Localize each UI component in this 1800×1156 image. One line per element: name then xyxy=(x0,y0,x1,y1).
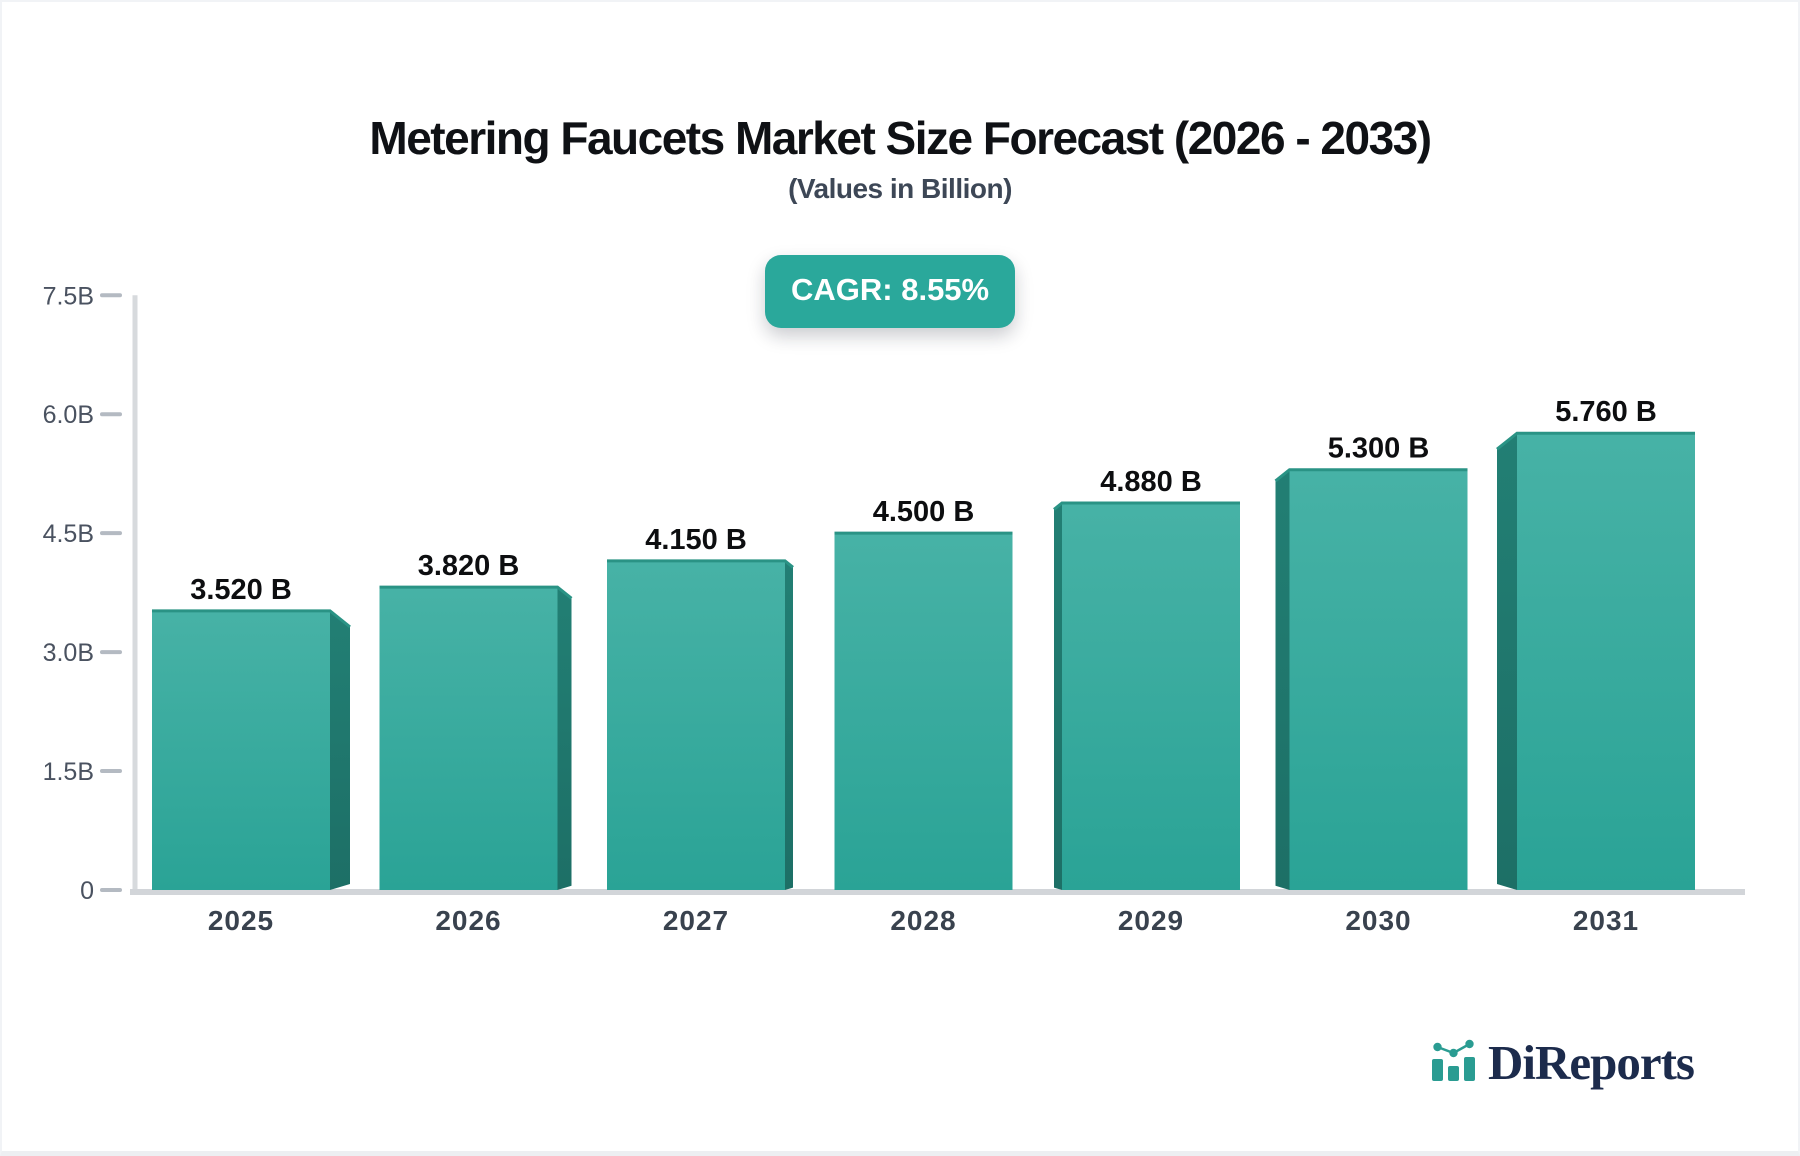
x-axis-label: 2031 xyxy=(1573,905,1639,936)
bar-2028[interactable]: 4.500 B xyxy=(834,496,1013,890)
bar-2027[interactable]: 4.150 B xyxy=(607,524,794,890)
x-axis-baseline xyxy=(130,889,1745,895)
bar-top-edge xyxy=(607,559,794,569)
bar-main-face xyxy=(379,587,558,890)
bar-value-label: 3.820 B xyxy=(418,550,520,582)
bar-top-edge xyxy=(379,585,573,600)
bar-2025[interactable]: 3.520 B xyxy=(152,574,351,890)
bar-2029[interactable]: 4.880 B xyxy=(1053,466,1240,890)
bar-main-face xyxy=(152,610,330,890)
logo-dot xyxy=(1433,1042,1442,1052)
bar-value-label: 5.760 B xyxy=(1555,396,1657,428)
x-axis-label: 2025 xyxy=(208,905,274,936)
bar-value-label: 5.300 B xyxy=(1328,433,1430,465)
bar-side-face xyxy=(330,610,350,890)
bar-main-face xyxy=(1289,469,1468,890)
x-axis-label: 2027 xyxy=(663,905,729,936)
bar-side-face xyxy=(1275,469,1290,890)
y-tick-label: 3.0B xyxy=(43,639,94,667)
logo-bar xyxy=(1431,1059,1443,1081)
bar-main-face xyxy=(1517,433,1695,890)
y-tick-label: 6.0B xyxy=(43,401,94,429)
x-axis-label: 2026 xyxy=(435,905,501,936)
logo-dot xyxy=(1465,1039,1474,1049)
direports-logo: DiReports xyxy=(1431,1035,1695,1090)
bar-side-face xyxy=(1054,503,1062,890)
bar-top-edge xyxy=(1496,431,1695,451)
bar-side-face xyxy=(785,560,793,890)
direports-logo-icon xyxy=(1431,1039,1475,1081)
bar-top-edge xyxy=(1274,468,1468,483)
bar-top-edge xyxy=(1053,501,1240,511)
logo-bar xyxy=(1463,1057,1475,1081)
bar-value-label: 3.520 B xyxy=(190,574,292,606)
bar-value-label: 4.500 B xyxy=(873,496,975,528)
bar-side-face xyxy=(557,587,572,890)
cagr-badge: CAGR: 8.55% xyxy=(765,255,1016,328)
y-tick-label: 1.5B xyxy=(43,758,94,786)
chart-title: Metering Faucets Market Size Forecast (2… xyxy=(369,112,1432,164)
y-tick-label: 7.5B xyxy=(43,282,94,310)
bar-2026[interactable]: 3.820 B xyxy=(379,550,573,890)
bar-value-label: 4.150 B xyxy=(645,524,747,556)
bar-main-face xyxy=(1062,503,1240,890)
logo-dot xyxy=(1449,1048,1458,1058)
bar-value-label: 4.880 B xyxy=(1100,466,1202,498)
bar-2031[interactable]: 5.760 B xyxy=(1496,396,1695,890)
bar-side-face xyxy=(1497,433,1517,890)
chart-subtitle: (Values in Billion) xyxy=(788,173,1012,204)
bar-main-face xyxy=(834,533,1013,890)
x-axis-label: 2028 xyxy=(890,905,956,936)
direports-logo-text: DiReports xyxy=(1487,1035,1695,1090)
bar-top-edge xyxy=(152,609,351,629)
y-tick-label: 4.5B xyxy=(43,520,94,548)
x-axis-label: 2029 xyxy=(1118,905,1184,936)
logo-bar xyxy=(1447,1066,1459,1081)
bar-2030[interactable]: 5.300 B xyxy=(1274,433,1468,890)
y-tick-label: 0 xyxy=(80,877,94,905)
bar-main-face xyxy=(607,560,785,890)
x-axis-label: 2030 xyxy=(1345,905,1411,936)
